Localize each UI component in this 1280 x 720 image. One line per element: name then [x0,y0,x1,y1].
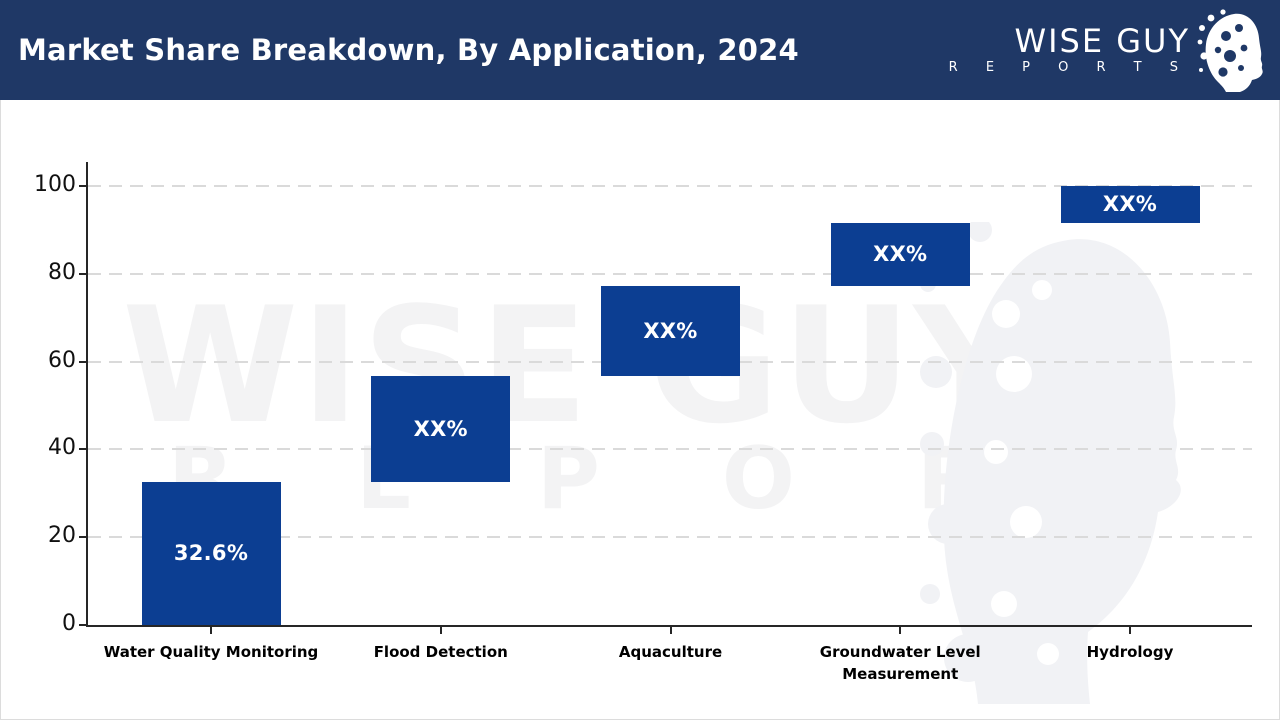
wiseguy-logo-text: WISE GUY R E P O R T S [943,21,1190,76]
bar-value-label: 32.6% [173,541,249,566]
x-category-label: Water Quality Monitoring [103,643,319,661]
bar-4: XX% [830,222,970,286]
bar-1: 32.6% [141,481,281,625]
x-category-label: Hydrology [1086,643,1174,661]
x-axis-tick [1129,627,1131,634]
y-axis-tick [79,185,86,187]
logo-wordmark: WISE GUY [1014,21,1190,60]
y-tick-label: 100 [34,172,76,197]
y-axis [86,162,88,627]
bar-value-label: XX% [643,318,698,343]
y-tick-label: 40 [48,435,76,461]
wiseguy-logo: WISE GUY R E P O R T S [943,8,1266,92]
x-category-label: Aquaculture [618,643,723,661]
page-title: Market Share Breakdown, By Application, … [18,33,799,67]
y-axis-tick [79,360,86,363]
grid-line [88,185,1252,187]
bar-5: XX% [1060,186,1200,223]
logo-subtitle: R E P O R T S [948,60,1190,76]
x-category-label: Flood Detection [373,643,508,661]
x-category-label: Groundwater Level Measurement [819,643,981,683]
header: Market Share Breakdown, By Application, … [0,0,1280,100]
bar-3: XX% [601,285,740,377]
y-tick-label: 0 [62,611,76,636]
grid-line [88,536,1252,539]
x-axis-tick [899,627,902,634]
y-tick-label: 80 [48,259,76,285]
x-axis [86,625,1252,627]
x-axis-tick [210,627,212,634]
y-axis-tick [79,624,86,626]
y-tick-label: 20 [48,523,76,549]
y-axis-tick [79,536,86,539]
x-axis-tick [669,627,672,634]
bar-value-label: XX% [1102,192,1158,217]
x-axis-tick [439,627,442,634]
y-axis-tick [79,272,86,275]
y-axis-tick [79,448,86,451]
y-tick-label: 60 [48,347,76,373]
bar-value-label: XX% [873,242,928,267]
grid-line [88,272,1252,275]
bar-value-label: XX% [413,416,468,441]
wiseguy-head-icon [1197,9,1263,92]
grid-line [88,448,1252,451]
bar-2: XX% [371,376,511,482]
